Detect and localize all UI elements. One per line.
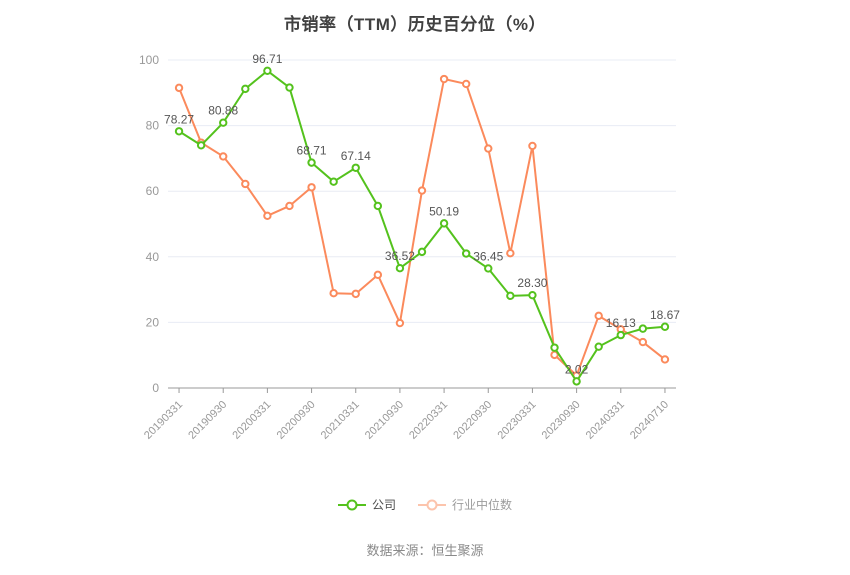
- y-axis-tick-label: 100: [139, 53, 159, 67]
- x-axis-tick-label: 20230930: [540, 399, 583, 442]
- data-point-marker[interactable]: [285, 201, 294, 211]
- x-axis-tick-label: 20190930: [186, 399, 229, 442]
- y-axis-tick-label: 20: [146, 315, 160, 329]
- data-point-marker[interactable]: [506, 248, 515, 258]
- data-point-marker[interactable]: [461, 249, 471, 258]
- data-point-marker[interactable]: [439, 219, 449, 228]
- x-axis-tick-label: 20220331: [407, 399, 450, 442]
- data-point-marker[interactable]: [351, 289, 360, 299]
- data-point-label: 36.52: [385, 249, 415, 263]
- data-point-marker[interactable]: [594, 311, 603, 321]
- legend-label-industry-median: 行业中位数: [452, 498, 513, 512]
- x-axis-tick-label: 20230331: [495, 399, 538, 442]
- data-point-marker[interactable]: [219, 118, 228, 127]
- data-point-label: 36.45: [473, 249, 503, 263]
- y-axis-tick-label: 40: [146, 250, 160, 264]
- data-point-marker[interactable]: [638, 337, 648, 347]
- data-point-marker[interactable]: [174, 83, 184, 93]
- data-point-marker[interactable]: [484, 144, 493, 153]
- data-point-marker[interactable]: [263, 211, 272, 221]
- data-point-marker[interactable]: [174, 127, 184, 136]
- x-axis-tick-label: 20210930: [363, 399, 406, 442]
- y-axis-tick-label: 60: [146, 184, 160, 198]
- data-point-label: 18.67: [650, 308, 680, 322]
- data-point-marker[interactable]: [285, 83, 294, 92]
- data-point-label: 68.71: [297, 144, 327, 158]
- data-point-marker[interactable]: [528, 290, 537, 300]
- company-line-marker-icon: [337, 498, 366, 512]
- line-chart-plot: 0 20 40 60 80 100 20190331 20190930 20200331 2020…: [139, 52, 680, 442]
- chart-title: 市销率（TTM）历史百分位（%）: [283, 15, 547, 34]
- data-point-marker[interactable]: [196, 141, 206, 150]
- data-point-marker[interactable]: [395, 318, 405, 328]
- data-point-label: 2.02: [565, 362, 589, 376]
- data-point-label: 28.30: [517, 276, 547, 290]
- data-point-label: 16.13: [606, 316, 636, 330]
- data-point-marker[interactable]: [484, 264, 493, 273]
- legend-item-company[interactable]: 公司: [337, 496, 396, 513]
- data-point-label: 50.19: [429, 204, 459, 218]
- data-point-marker[interactable]: [594, 342, 603, 351]
- x-axis-tick-label: 20220930: [451, 399, 494, 442]
- data-point-marker[interactable]: [616, 330, 625, 340]
- data-point-marker[interactable]: [307, 158, 316, 167]
- data-point-marker[interactable]: [572, 377, 581, 386]
- data-point-marker[interactable]: [528, 141, 537, 151]
- data-point-marker[interactable]: [638, 324, 648, 333]
- data-point-marker[interactable]: [395, 264, 405, 273]
- y-axis-tick-label: 80: [146, 119, 160, 133]
- data-point-marker[interactable]: [219, 152, 228, 161]
- data-point-marker[interactable]: [373, 270, 383, 280]
- data-point-marker[interactable]: [660, 322, 670, 331]
- data-point-marker[interactable]: [307, 183, 316, 192]
- x-axis-tick-label: 20190331: [142, 399, 185, 442]
- legend-item-industry-median[interactable]: 行业中位数: [418, 496, 512, 513]
- legend-label-company: 公司: [371, 498, 396, 512]
- data-point-marker[interactable]: [263, 66, 272, 75]
- data-point-marker[interactable]: [417, 247, 427, 257]
- industry-median-line-marker-icon: [418, 498, 446, 512]
- data-point-marker[interactable]: [461, 79, 471, 89]
- data-point-marker[interactable]: [329, 289, 338, 298]
- data-point-marker[interactable]: [351, 163, 360, 172]
- data-point-label: 96.71: [252, 52, 282, 66]
- data-point-marker[interactable]: [373, 201, 383, 211]
- x-axis-tick-label: 20200331: [230, 399, 273, 442]
- data-point-marker[interactable]: [550, 343, 559, 352]
- x-axis-tick-label: 20200930: [275, 399, 318, 442]
- y-axis-tick-label: 0: [152, 381, 159, 395]
- data-point-label: 67.14: [341, 149, 371, 163]
- x-axis-tick-label: 20210331: [319, 399, 362, 442]
- chart-legend: 公司 行业中位数: [0, 496, 850, 513]
- data-point-marker[interactable]: [439, 74, 449, 84]
- data-point-label: 78.27: [164, 112, 194, 126]
- data-point-marker[interactable]: [506, 291, 515, 301]
- data-point-marker[interactable]: [329, 177, 338, 186]
- data-point-marker[interactable]: [417, 186, 427, 195]
- x-axis-tick-label: 20240710: [628, 399, 671, 442]
- data-source-note: 数据来源：恒生聚源: [366, 543, 484, 558]
- data-point-marker[interactable]: [241, 84, 250, 94]
- data-point-marker[interactable]: [241, 179, 250, 189]
- series-line-行业中位数: [178, 78, 666, 377]
- x-axis-tick-label: 20240331: [584, 399, 627, 442]
- data-point-label: 80.88: [208, 104, 238, 118]
- data-point-marker[interactable]: [660, 355, 670, 364]
